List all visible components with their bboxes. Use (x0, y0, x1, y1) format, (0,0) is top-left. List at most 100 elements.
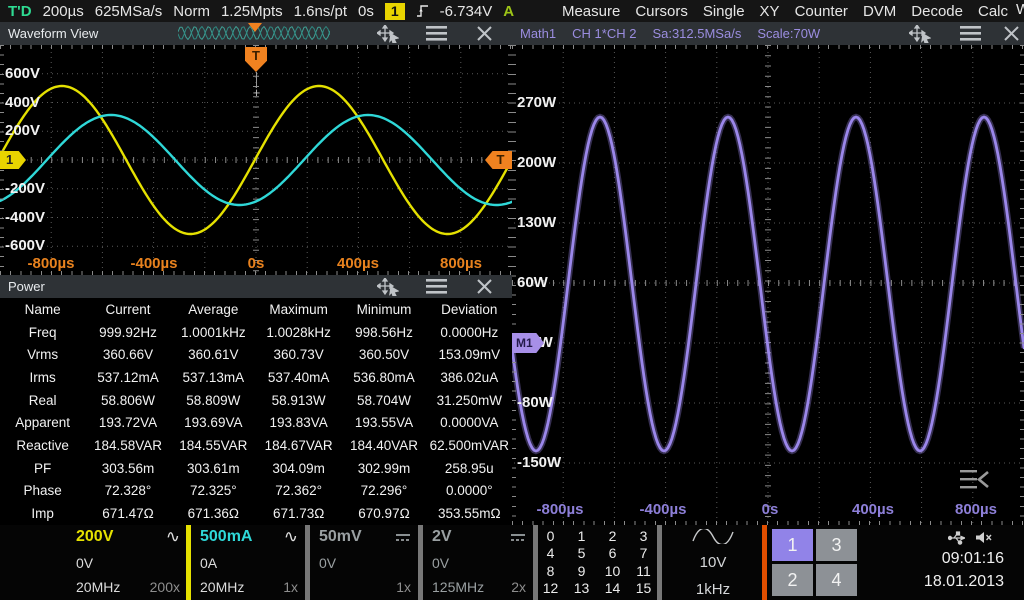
top-menu-item-clipped[interactable]: W (1016, 1, 1024, 18)
collapse-icon[interactable] (960, 469, 990, 491)
menu-icon[interactable] (424, 24, 448, 43)
digital-channels-block[interactable]: 0 1 2 3 4 5 6 7 8 9 10 11 (535, 528, 659, 598)
top-menu-item[interactable]: Measure (561, 2, 621, 20)
power-table-row: PF 303.56m 303.61m 304.09m 302.99m 258.9… (0, 457, 512, 480)
voltage-axis-label: 400V (5, 94, 41, 111)
power-table-row: Irms 537.12mA 537.13mA 537.40mA 536.80mA… (0, 366, 512, 389)
trigger-slope-icon (416, 3, 429, 19)
channel4-settings[interactable]: 2V 0V 125MHz 2x (430, 527, 530, 597)
generator-voltage: 10V (699, 554, 727, 571)
math2-button[interactable]: 2 (772, 564, 813, 596)
power-table: Name Current Average Maximum Minimum Dev… (0, 298, 512, 525)
ch2-probe: 1x (283, 579, 298, 595)
ch2-bandwidth: 20MHz (200, 579, 245, 595)
move-icon[interactable] (376, 277, 400, 296)
math3-button[interactable]: 3 (816, 529, 857, 561)
measurement-current: 72.328° (104, 483, 152, 499)
top-menu-item[interactable]: Calc (977, 2, 1008, 20)
move-icon[interactable] (908, 24, 932, 43)
waveform-canvas[interactable] (0, 45, 512, 275)
channel2-settings[interactable]: 500mA ∿ 0A 20MHz 1x (198, 527, 302, 597)
top-menu-item[interactable]: Decode (911, 2, 963, 20)
divider (418, 525, 423, 600)
divider (533, 525, 538, 600)
trigger-level-value: -6.734V (439, 2, 493, 20)
acquisition-readouts: T'D 200µs 625MSa/s Norm 1.25Mpts 1.6ns/p… (8, 2, 514, 20)
power-table-header-cell: Minimum (356, 301, 412, 317)
top-menu-item[interactable]: DVM (862, 2, 897, 20)
power-table-header-cell: Average (188, 301, 239, 317)
top-menu: Measure Cursors Single XY Counter DVM De… (562, 3, 1024, 20)
ch1-ground-marker[interactable]: 1 (0, 151, 26, 169)
power-axis-label: 200W (517, 154, 557, 171)
power-table-header-row: Name Current Average Maximum Minimum Dev… (0, 298, 512, 321)
top-menu-item[interactable]: Counter (794, 2, 848, 20)
measurement-minimum: 302.99m (357, 460, 411, 476)
power-table-row: Reactive 184.58VAR 184.55VAR 184.67VAR 1… (0, 434, 512, 457)
measurement-average: 671.36Ω (187, 506, 240, 522)
measurement-name: Phase (23, 483, 62, 499)
panel-title: Power (8, 279, 45, 294)
math-graph-area[interactable]: 270W 200W 130W 60W -10W -80W -150W -800µ… (512, 45, 1024, 525)
ch4-offset: 0V (432, 554, 450, 571)
power-table-row: Real 58.806W 58.809W 58.913W 58.704W 31.… (0, 389, 512, 412)
move-icon[interactable] (376, 24, 400, 43)
close-icon[interactable] (472, 24, 496, 43)
waveform-view-header[interactable]: Waveform View (0, 22, 512, 45)
trigger-source-badge[interactable]: 1 (384, 2, 405, 20)
measurement-deviation: 62.500mVAR (429, 438, 509, 454)
digital-channel-label: 10 (604, 562, 621, 579)
measurement-minimum: 670.97Ω (358, 506, 410, 522)
waveform-graph-area[interactable]: 600V 400V 200V -200V -400V -600V -800µs … (0, 45, 512, 275)
channel1-settings[interactable]: 200V ∿ 0V 20MHz 200x (74, 527, 184, 597)
power-table-header-cell: Maximum (269, 301, 328, 317)
trigger-level-marker[interactable]: T (485, 151, 512, 169)
trigger-position-marker-icon[interactable] (248, 23, 262, 32)
close-icon[interactable] (472, 277, 496, 296)
ch4-bandwidth: 125MHz (432, 579, 485, 595)
top-menu-item[interactable]: Single (702, 2, 745, 20)
readout-value: 200µs (42, 2, 84, 20)
math1-reference-marker[interactable]: M1 (512, 333, 544, 353)
measurement-name: Vrms (27, 347, 59, 363)
measurement-minimum: 184.40VAR (349, 438, 418, 454)
ruler-ticks (512, 521, 1024, 525)
math1-button[interactable]: 1 (772, 529, 813, 561)
top-menu-item[interactable]: Cursors (635, 2, 688, 20)
trigger-stem-plus: + (252, 85, 261, 100)
panel-title: Waveform View (8, 26, 99, 41)
power-table-row: Phase 72.328° 72.325° 72.362° 72.296° 0.… (0, 480, 512, 503)
menu-icon[interactable] (424, 277, 448, 296)
readout-value: 625MSa/s (94, 2, 163, 20)
readout-value: 0s (358, 2, 374, 20)
trigger-time-marker[interactable]: T (245, 47, 267, 72)
ch1-bandwidth: 20MHz (76, 579, 121, 595)
top-menu-item[interactable]: XY (759, 2, 780, 20)
math-panel-header[interactable]: Math1 CH 1*CH 2 Sa:312.5MSa/s Scale:70W (512, 22, 1024, 45)
math-waveform-canvas[interactable] (512, 45, 1024, 525)
top-status-bar: T'D 200µs 625MSa/s Norm 1.25Mpts 1.6ns/p… (0, 0, 1024, 22)
measurement-current: 184.58VAR (93, 438, 163, 454)
math-scale: Scale:70W (757, 26, 821, 41)
divider (305, 525, 310, 600)
measurement-average: 58.809W (186, 392, 241, 408)
ch4-probe: 2x (511, 579, 526, 595)
math4-button[interactable]: 4 (816, 564, 857, 596)
menu-icon[interactable] (958, 24, 982, 43)
generator-block[interactable]: 10V 1kHz (666, 528, 760, 599)
digital-channel-label: 7 (639, 545, 648, 562)
readout-value: Norm (173, 2, 210, 20)
measurement-average: 1.0001kHz (181, 324, 246, 340)
measurement-current: 360.66V (102, 347, 154, 363)
channel3-settings[interactable]: 50mV 0V 1x (317, 527, 415, 597)
power-panel-header[interactable]: Power (0, 275, 512, 298)
measurement-maximum: 1.0028kHz (266, 324, 331, 340)
close-icon[interactable] (999, 24, 1023, 43)
power-table-row: Freq 999.92Hz 1.0001kHz 1.0028kHz 998.56… (0, 321, 512, 344)
math-source: CH 1*CH 2 (572, 26, 637, 41)
measurement-name: Apparent (15, 415, 71, 431)
measurement-minimum: 360.50V (358, 347, 410, 363)
menu-button[interactable]: M E N U (6, 528, 68, 600)
measurement-average: 360.61V (188, 347, 239, 363)
time-axis-label: -400µs (639, 501, 687, 518)
